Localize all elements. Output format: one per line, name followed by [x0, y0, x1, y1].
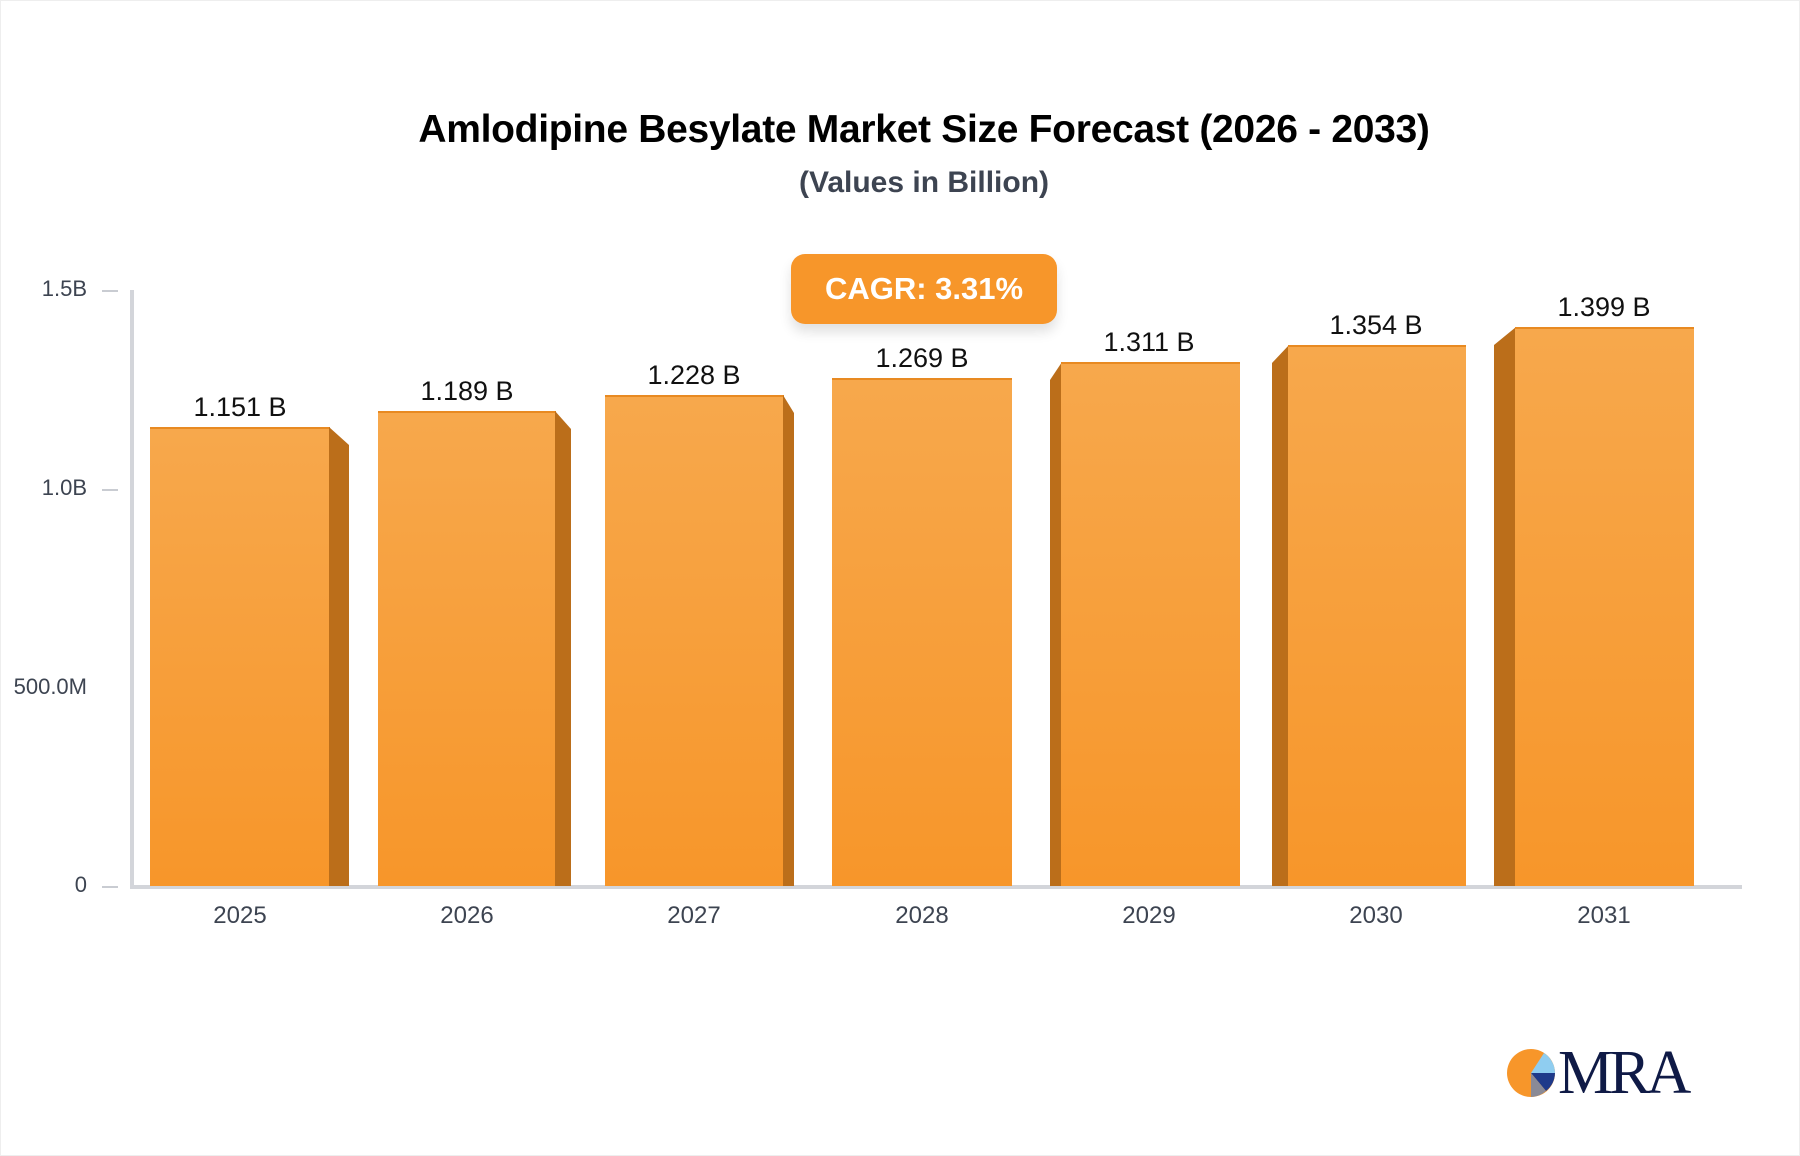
y-tick-label: 500.0M — [13, 674, 87, 699]
bar-side — [1050, 362, 1062, 886]
bar-side — [1494, 327, 1516, 886]
y-tick-mark — [102, 886, 118, 888]
y-tick-mark — [102, 290, 118, 292]
bar-side — [783, 395, 794, 886]
y-tick-label: 1.0B — [41, 475, 87, 500]
y-tick-label: 0 — [74, 872, 87, 897]
bar-value-label: 1.228 B — [647, 360, 741, 390]
bar-2030 — [1288, 345, 1466, 886]
x-tick-label: 2030 — [1349, 902, 1403, 929]
mra-logo: MRA — [1506, 1039, 1691, 1107]
bar-side — [555, 411, 571, 886]
bar-side — [1272, 345, 1289, 886]
bar-value-label: 1.311 B — [1103, 327, 1195, 357]
y-axis — [130, 290, 134, 888]
bar-2026 — [378, 411, 556, 886]
bar-2029 — [1061, 362, 1240, 886]
bar-2025 — [150, 427, 330, 886]
x-tick-label: 2031 — [1577, 902, 1631, 929]
pie-logo-icon — [1507, 1049, 1555, 1097]
x-axis — [130, 885, 1742, 889]
x-tick-label: 2027 — [667, 902, 721, 929]
x-tick-label: 2026 — [440, 902, 494, 929]
logo-text: MRA — [1558, 1039, 1691, 1107]
bar-side — [329, 427, 349, 886]
bar-2028 — [832, 378, 1012, 886]
cagr-badge: CAGR: 3.31% — [791, 254, 1057, 324]
bar-value-label: 1.399 B — [1557, 292, 1651, 322]
bar-2031 — [1515, 327, 1694, 886]
x-tick-label: 2028 — [895, 902, 949, 929]
x-tick-label: 2029 — [1122, 902, 1176, 929]
bar-value-label: 1.189 B — [420, 376, 514, 406]
bar-value-label: 1.151 B — [193, 392, 287, 422]
y-tick-label: 1.5B — [41, 276, 87, 301]
bar-value-label: 1.269 B — [875, 343, 969, 373]
chart-subtitle: (Values in Billion) — [798, 166, 1050, 199]
chart-title: Amlodipine Besylate Market Size Forecast… — [418, 108, 1430, 151]
y-tick-mark — [102, 489, 118, 491]
x-tick-label: 2025 — [213, 902, 267, 929]
bar-2027 — [605, 395, 784, 886]
bar-value-label: 1.354 B — [1329, 310, 1423, 340]
